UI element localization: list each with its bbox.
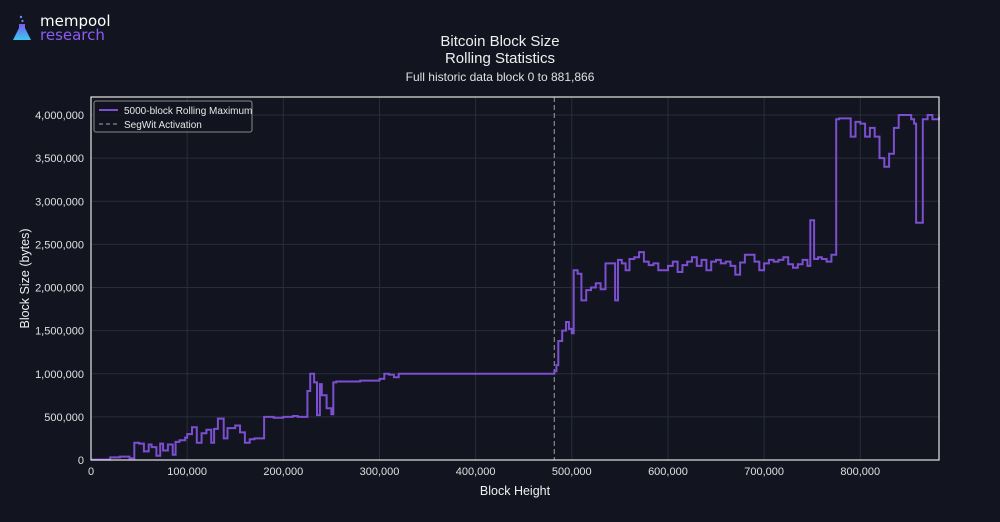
chart-caption: Full historic data block 0 to 881,866	[405, 70, 595, 84]
y-axis-label: Block Size (bytes)	[18, 228, 32, 328]
y-tick-label: 3,000,000	[35, 196, 84, 208]
x-tick-label: 800,000	[840, 466, 880, 478]
legend-box	[93, 100, 253, 133]
x-tick-label: 500,000	[552, 466, 592, 478]
brand-name-top: mempool	[40, 12, 111, 30]
y-tick-label: 2,500,000	[35, 239, 84, 251]
plot-frame	[90, 96, 940, 461]
legend-label-rolling-max: 5000-block Rolling Maximum	[124, 106, 252, 117]
flask-icon	[13, 15, 31, 40]
brand-name-bottom: research	[40, 26, 105, 44]
x-tick-label: 100,000	[167, 466, 207, 478]
y-tick-label: 1,500,000	[35, 326, 84, 338]
y-tick-label: 2,000,000	[35, 283, 84, 295]
y-tick-label: 500,000	[44, 412, 84, 424]
y-tick-label: 4,000,000	[35, 110, 84, 122]
y-tick-label: 0	[78, 455, 84, 467]
y-tick-label: 3,500,000	[35, 153, 84, 165]
chart-subtitle: Rolling Statistics	[444, 50, 556, 67]
x-axis-label: Block Height	[480, 484, 551, 498]
x-tick-label: 700,000	[744, 466, 784, 478]
chart-titles: Bitcoin Block Size Rolling Statistics Fu…	[0, 33, 1000, 84]
legend-label-segwit: SegWit Activation	[124, 120, 202, 131]
x-tick-label: 200,000	[263, 466, 303, 478]
x-tick-label: 300,000	[360, 466, 400, 478]
x-tick-label: 400,000	[456, 466, 496, 478]
brand-logo: mempool research	[12, 12, 111, 44]
chart-title: Bitcoin Block Size	[440, 33, 560, 50]
x-tick-label: 0	[88, 466, 94, 478]
x-tick-label: 600,000	[648, 466, 688, 478]
rolling-maximum-line	[91, 114, 940, 461]
y-tick-label: 1,000,000	[35, 369, 84, 381]
